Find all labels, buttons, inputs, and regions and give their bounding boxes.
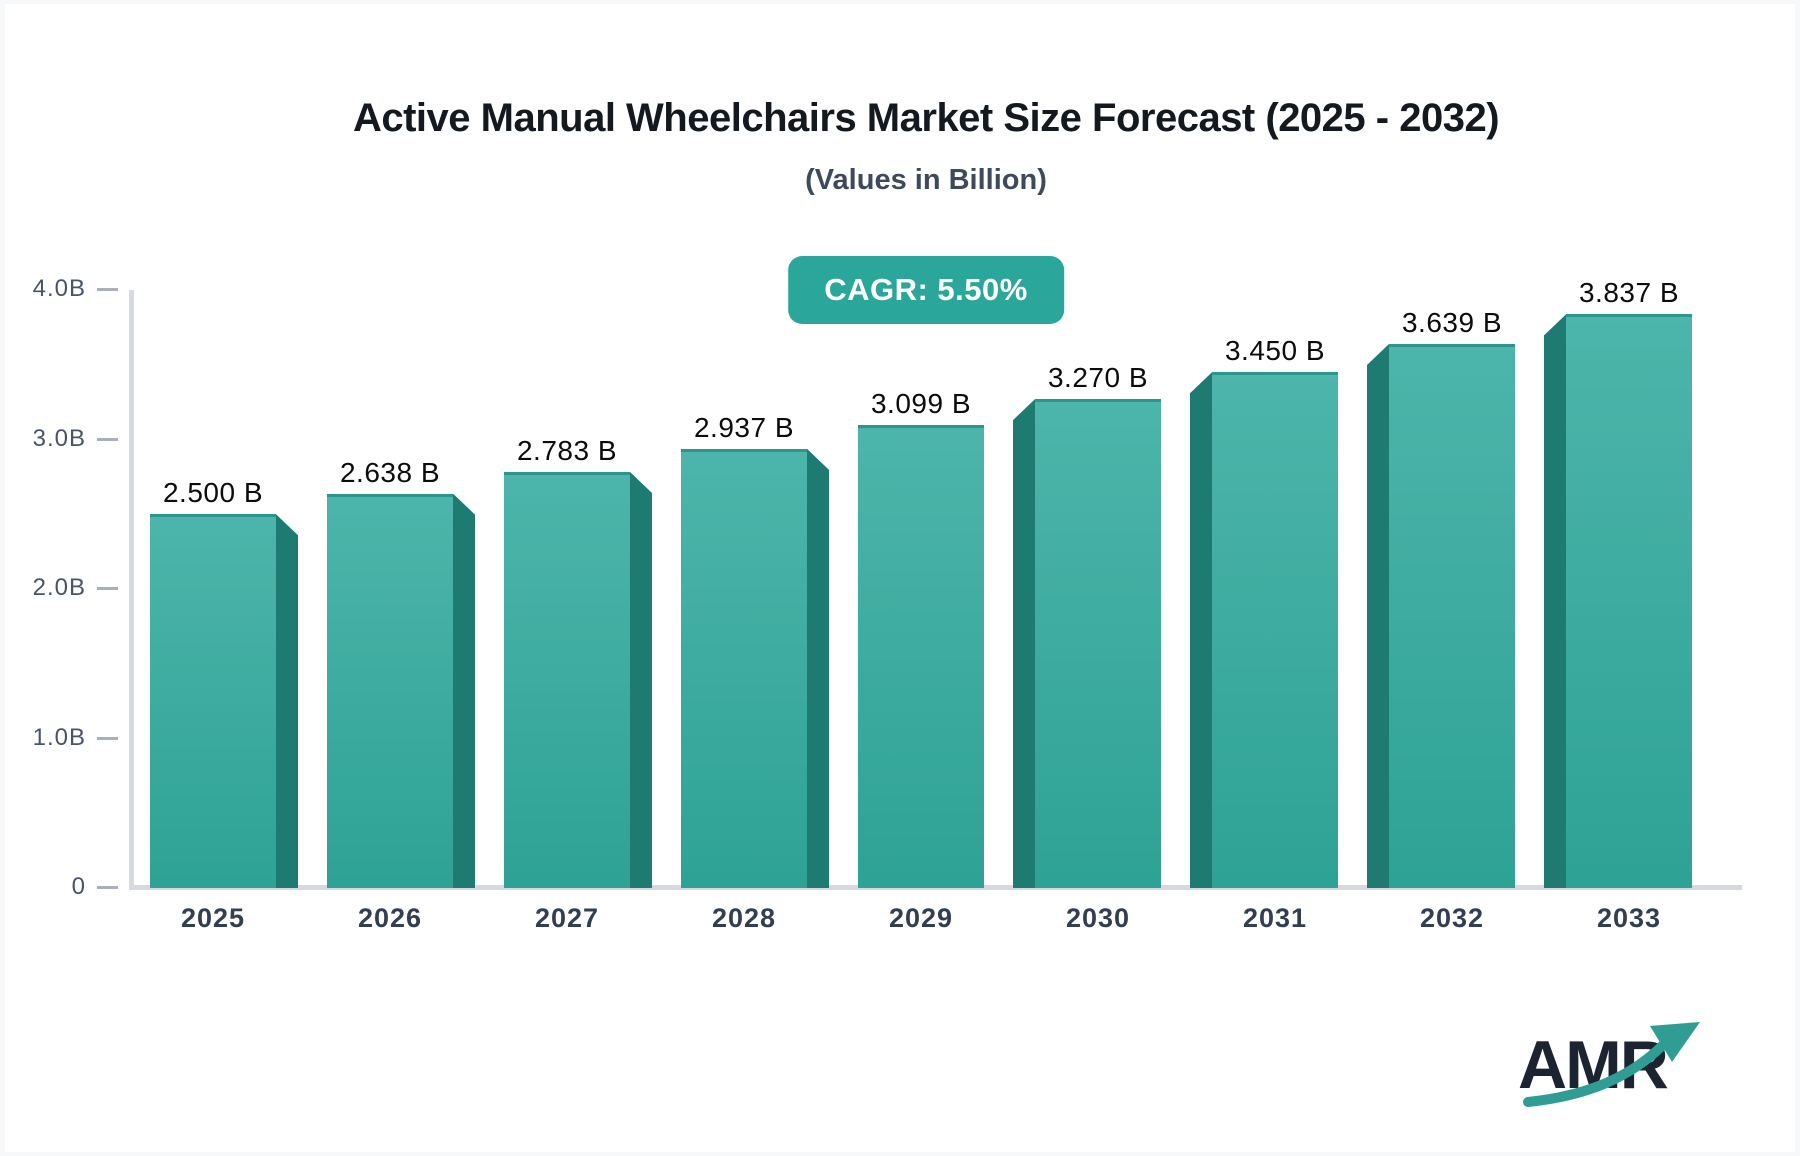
trend-up-arrow-icon: [1523, 1022, 1700, 1107]
y-tick-dash: [97, 288, 118, 291]
bar-side-2031: [1190, 372, 1212, 888]
bar-value-label-2028: 2.937 B: [693, 411, 795, 443]
x-axis-label-2027: 2027: [534, 903, 600, 933]
bar-side-2025: [276, 514, 298, 888]
y-tick-label-1.0B: 1.0B: [32, 723, 86, 751]
bar-side-2027: [630, 471, 652, 888]
y-tick-dash: [97, 886, 118, 889]
y-tick-dash: [97, 587, 118, 590]
x-axis-label-2032: 2032: [1419, 903, 1485, 933]
bar-value-label-2030: 3.270 B: [1047, 362, 1149, 394]
x-axis-label-2030: 2030: [1065, 903, 1131, 933]
bar-2026: [327, 493, 453, 888]
amr-logo: AMR: [1518, 1022, 1700, 1107]
y-tick-label-4.0B: 4.0B: [32, 275, 86, 302]
bar-value-label-2033: 3.837 B: [1578, 277, 1680, 309]
x-axis-label-2033: 2033: [1596, 903, 1662, 933]
y-tick-label-3.0B: 3.0B: [32, 424, 86, 452]
bar-value-label-2032: 3.639 B: [1401, 306, 1503, 338]
bar-side-2028: [807, 448, 829, 888]
bar-2025: [150, 514, 276, 888]
x-axis-label-2031: 2031: [1242, 903, 1308, 933]
bar-2028: [681, 448, 807, 888]
bar-2031: [1212, 372, 1338, 888]
bar-side-2033: [1544, 314, 1566, 888]
bar-2033: [1566, 314, 1692, 888]
bar-side-2026: [453, 493, 475, 888]
bar-2027: [504, 471, 630, 888]
bar-value-label-2025: 2.500 B: [162, 477, 264, 509]
bar-value-label-2026: 2.638 B: [339, 456, 441, 488]
bar-value-label-2027: 2.783 B: [516, 434, 618, 466]
x-axis-label-2025: 2025: [180, 903, 246, 933]
bar-2029: [858, 424, 984, 888]
bar-side-2032: [1367, 343, 1389, 888]
x-axis-label-2028: 2028: [711, 903, 777, 933]
y-tick-label-0: 0: [71, 873, 86, 900]
x-axis-label-2026: 2026: [357, 903, 423, 933]
y-tick-dash: [97, 437, 118, 441]
y-axis-line: [129, 290, 134, 888]
bar-value-label-2031: 3.450 B: [1224, 335, 1326, 367]
y-tick-dash: [97, 736, 118, 740]
cagr-badge: CAGR: 5.50%: [788, 256, 1064, 324]
chart-title: Active Manual Wheelchairs Market Size Fo…: [352, 96, 1500, 140]
bar-value-label-2029: 3.099 B: [870, 387, 972, 419]
bar-2032: [1389, 343, 1515, 888]
chart-subtitle: (Values in Billion): [805, 164, 1047, 196]
bar-side-2030: [1013, 399, 1035, 888]
x-axis-label-2029: 2029: [888, 903, 954, 933]
bar-2030: [1035, 399, 1161, 888]
y-tick-label-2.0B: 2.0B: [32, 574, 86, 601]
